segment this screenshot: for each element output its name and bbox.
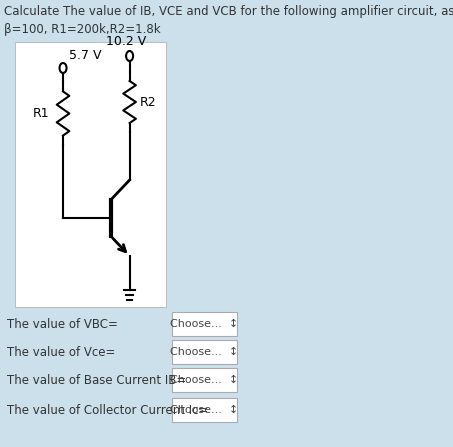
- FancyBboxPatch shape: [172, 398, 237, 422]
- Text: R1: R1: [33, 107, 49, 120]
- Text: 10.2 V: 10.2 V: [106, 35, 146, 48]
- Text: Choose...  ↕: Choose... ↕: [170, 347, 239, 357]
- Text: Choose...  ↕: Choose... ↕: [170, 319, 239, 329]
- Text: 5.7 V: 5.7 V: [69, 49, 101, 62]
- FancyBboxPatch shape: [15, 42, 166, 307]
- FancyBboxPatch shape: [172, 368, 237, 392]
- Text: The value of Vce=: The value of Vce=: [7, 346, 116, 358]
- Text: The value of Collector Current Ic=: The value of Collector Current Ic=: [7, 404, 208, 417]
- FancyBboxPatch shape: [172, 340, 237, 364]
- FancyBboxPatch shape: [172, 312, 237, 336]
- Text: The value of VBC=: The value of VBC=: [7, 317, 118, 330]
- Text: Choose...  ↕: Choose... ↕: [170, 405, 239, 415]
- Text: R2: R2: [140, 96, 156, 109]
- Text: Choose...  ↕: Choose... ↕: [170, 375, 239, 385]
- Text: Calculate The value of IB, VCE and VCB for the following amplifier circuit, assu: Calculate The value of IB, VCE and VCB f…: [4, 5, 453, 36]
- Text: The value of Base Current IB=: The value of Base Current IB=: [7, 374, 186, 387]
